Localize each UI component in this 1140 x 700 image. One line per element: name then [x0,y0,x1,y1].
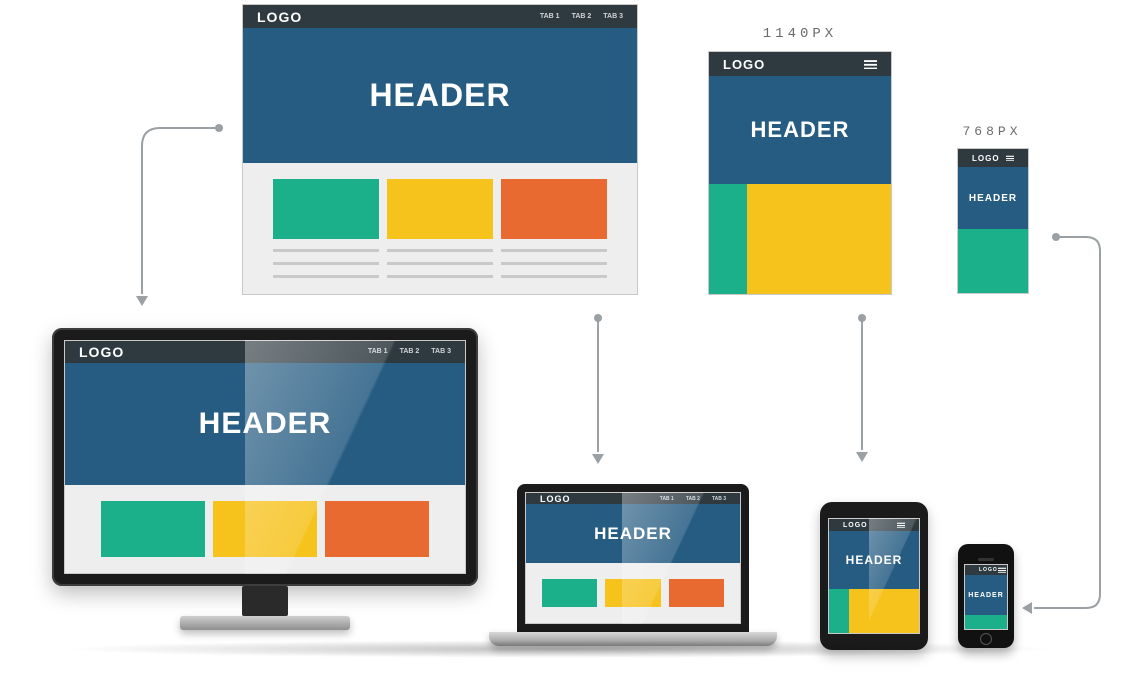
text-line [273,262,379,265]
main-content [747,184,891,294]
arrow-start-dot [1052,233,1060,241]
tab-3[interactable]: TAB 3 [603,13,623,20]
phone-speaker [978,558,994,561]
arrow-head-icon [1022,602,1032,614]
logo-text: LOGO [972,154,1000,163]
screen-glare [622,492,741,624]
topbar: LOGO [965,565,1007,575]
text-line [501,275,607,278]
bp-tablet-label: 1140PX [708,26,892,42]
arrow-start-dot [215,124,223,132]
monitor-bezel: LOGOTAB 1TAB 2TAB 3HEADER [52,328,478,586]
arrow-head-icon [136,296,148,306]
tab-2[interactable]: TAB 2 [572,13,592,20]
screen-glare [245,340,466,574]
wireframe-tablet_wf: LOGO HEADER [708,51,892,295]
wireframe-phone_wf: LOGO HEADER [957,148,1029,294]
text-line [273,249,379,252]
text-line [273,275,379,278]
tile-1 [273,179,379,239]
main-content [965,615,1007,629]
main-content [958,229,1028,293]
bp-phone-label: 768PX [942,124,1042,139]
tablet: LOGOHEADER [820,502,928,650]
logo-text: LOGO [979,567,998,573]
header: HEADER [709,76,891,184]
topbar: LOGO [958,149,1028,167]
sidebar [829,589,849,633]
logo-text: LOGO [843,522,868,529]
header: HEADER [958,167,1028,229]
topbar: LOGO TAB 1 TAB 2 TAB 3 [243,5,637,28]
desktop-monitor: LOGOTAB 1TAB 2TAB 3HEADER [52,328,478,630]
logo-text: LOGO [723,57,765,72]
tile-3 [501,179,607,239]
hamburger-icon[interactable] [998,567,1006,573]
sidebar [709,184,747,294]
phone-wf: LOGO HEADER [957,148,1029,294]
laptop-screen: LOGOTAB 1TAB 2TAB 3HEADER [525,492,741,624]
topbar: LOGO [709,52,891,76]
content-area [965,615,1007,629]
hamburger-icon[interactable] [864,59,877,69]
monitor-neck [242,586,288,616]
header-text: HEADER [968,592,1004,599]
wf-phone-to-phone [1034,237,1100,608]
desktop-wf: LOGO TAB 1 TAB 2 TAB 3 HEADER [242,4,638,295]
arrow-head-icon [856,452,868,462]
floor-shadow [60,640,1060,658]
header: HEADER [965,575,1007,615]
text-line [387,262,493,265]
logo-text: LOGO [257,9,302,25]
wf-desktop-to-monitor [142,128,219,294]
tile-row [259,179,621,239]
text-line-row [259,249,621,252]
wireframe-desktop_wf: LOGO TAB 1 TAB 2 TAB 3 HEADER [242,4,638,295]
logo-text: LOGO [540,494,571,504]
header-text: HEADER [969,193,1017,204]
tab-1[interactable]: TAB 1 [540,13,560,20]
tile-1 [101,501,205,557]
arrow-start-dot [594,314,602,322]
header: HEADER [243,28,637,163]
content-area [709,184,891,294]
monitor-screen: LOGOTAB 1TAB 2TAB 3HEADER [64,340,466,574]
tabs: TAB 1 TAB 2 TAB 3 [540,13,623,20]
text-line-row [259,262,621,265]
tile-2 [387,179,493,239]
logo-text: LOGO [79,344,124,360]
screen-glare [869,518,920,634]
content-area [958,229,1028,293]
tile-1 [542,579,597,607]
arrow-head-icon [592,454,604,464]
header-text: HEADER [369,77,510,114]
hamburger-icon[interactable] [1006,155,1014,161]
header-text: HEADER [751,117,850,143]
content-area [243,163,637,294]
laptop: LOGOTAB 1TAB 2TAB 3HEADER [517,484,749,632]
text-line [387,275,493,278]
tablet-wf: LOGO HEADER [708,51,892,295]
phone-screen: LOGO HEADER [964,564,1008,630]
tablet-screen: LOGOHEADER [828,518,920,634]
text-line [387,249,493,252]
text-line [501,249,607,252]
arrow-start-dot [858,314,866,322]
text-line-row [259,275,621,278]
text-line [501,262,607,265]
monitor-base [180,616,350,630]
phone: LOGO HEADER [958,544,1014,648]
wireframe-phone: LOGO HEADER [964,564,1008,630]
